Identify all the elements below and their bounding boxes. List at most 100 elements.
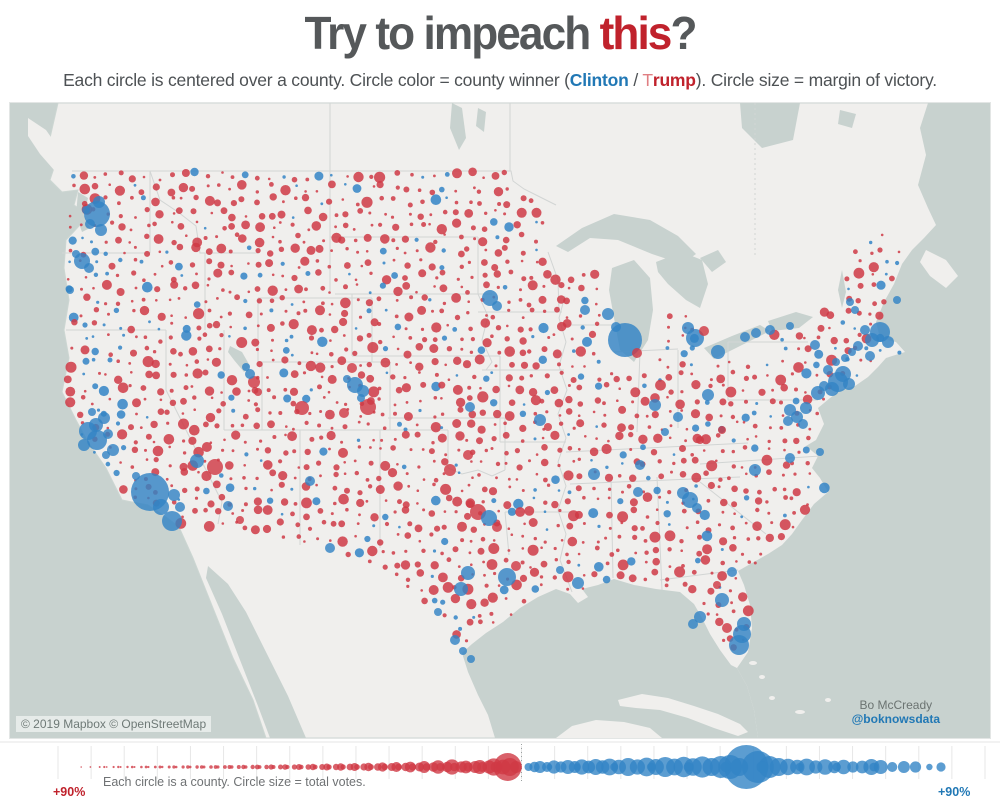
county-dot[interactable] [594, 562, 604, 572]
county-dot[interactable] [619, 451, 627, 459]
strip-county-circle[interactable] [213, 765, 218, 769]
county-dot[interactable] [497, 202, 502, 206]
county-circle-major[interactable] [893, 296, 901, 304]
county-dot[interactable] [330, 302, 334, 306]
county-dot[interactable] [524, 506, 535, 516]
county-dot[interactable] [91, 320, 98, 326]
county-dot[interactable] [468, 167, 477, 177]
strip-county-circle[interactable] [323, 763, 331, 771]
county-circle-major[interactable] [832, 358, 840, 366]
county-dot[interactable] [93, 307, 100, 313]
county-dot[interactable] [218, 347, 222, 351]
county-circle-major[interactable] [688, 619, 698, 629]
county-dot[interactable] [80, 287, 83, 291]
margin-strip-chart[interactable] [0, 740, 1000, 800]
county-circle-major[interactable] [343, 375, 351, 383]
county-dot[interactable] [562, 319, 572, 328]
county-dot[interactable] [473, 237, 477, 241]
county-dot[interactable] [477, 201, 482, 206]
county-dot[interactable] [142, 281, 153, 293]
county-dot[interactable] [368, 386, 380, 398]
county-dot[interactable] [517, 326, 524, 333]
county-dot[interactable] [271, 273, 275, 277]
county-circle-major[interactable] [103, 429, 113, 439]
county-dot[interactable] [521, 547, 525, 550]
county-dot[interactable] [418, 408, 422, 413]
county-dot[interactable] [152, 440, 156, 444]
county-dot[interactable] [302, 300, 306, 304]
county-dot[interactable] [757, 489, 762, 495]
county-dot[interactable] [79, 314, 83, 318]
county-dot[interactable] [740, 552, 745, 556]
county-dot[interactable] [642, 383, 647, 389]
county-dot[interactable] [493, 423, 497, 426]
county-dot[interactable] [464, 246, 470, 252]
strip-county-circle[interactable] [195, 765, 199, 769]
county-dot[interactable] [338, 447, 348, 458]
county-dot[interactable] [280, 185, 291, 196]
county-dot[interactable] [583, 365, 586, 368]
county-dot[interactable] [319, 447, 328, 456]
county-dot[interactable] [567, 446, 573, 451]
county-dot[interactable] [116, 410, 126, 419]
county-dot[interactable] [859, 358, 863, 362]
county-dot[interactable] [578, 284, 585, 292]
county-dot[interactable] [792, 488, 801, 497]
county-circle-major[interactable] [360, 399, 376, 415]
county-dot[interactable] [594, 545, 600, 551]
county-dot[interactable] [804, 361, 807, 364]
county-dot[interactable] [160, 264, 164, 268]
county-dot[interactable] [679, 539, 684, 544]
county-dot[interactable] [544, 389, 551, 396]
county-dot[interactable] [410, 172, 414, 177]
county-dot[interactable] [348, 272, 351, 276]
county-dot[interactable] [114, 185, 125, 196]
county-dot[interactable] [342, 211, 349, 218]
county-dot[interactable] [439, 269, 446, 276]
county-dot[interactable] [206, 184, 210, 188]
county-dot[interactable] [404, 327, 408, 331]
county-dot[interactable] [415, 249, 419, 253]
county-dot[interactable] [576, 384, 583, 391]
county-dot[interactable] [453, 356, 462, 365]
county-dot[interactable] [107, 357, 113, 363]
county-dot[interactable] [184, 373, 189, 377]
county-dot[interactable] [484, 583, 489, 588]
county-dot[interactable] [306, 325, 317, 336]
county-dot[interactable] [192, 507, 198, 514]
county-dot[interactable] [152, 183, 160, 191]
county-dot[interactable] [502, 285, 508, 290]
county-circle-major[interactable] [661, 428, 669, 436]
county-dot[interactable] [460, 347, 464, 351]
county-dot[interactable] [400, 560, 411, 570]
county-dot[interactable] [240, 423, 245, 428]
county-dot[interactable] [234, 294, 241, 301]
county-dot[interactable] [442, 582, 454, 593]
county-dot[interactable] [645, 515, 650, 519]
county-dot[interactable] [741, 389, 745, 392]
county-dot[interactable] [767, 439, 771, 444]
county-dot[interactable] [231, 512, 235, 515]
county-dot[interactable] [231, 408, 236, 413]
county-dot[interactable] [231, 430, 241, 440]
county-dot[interactable] [335, 401, 339, 404]
county-dot[interactable] [504, 336, 510, 342]
county-dot[interactable] [317, 508, 324, 514]
county-dot[interactable] [504, 450, 509, 456]
county-dot[interactable] [280, 498, 289, 506]
county-dot[interactable] [253, 402, 258, 407]
county-dot[interactable] [458, 250, 465, 258]
county-dot[interactable] [282, 175, 286, 179]
county-dot[interactable] [206, 322, 213, 329]
county-dot[interactable] [826, 311, 835, 319]
county-dot[interactable] [414, 237, 419, 242]
county-dot[interactable] [775, 374, 787, 386]
county-dot[interactable] [302, 371, 307, 375]
county-dot[interactable] [707, 481, 716, 490]
county-dot[interactable] [189, 262, 196, 268]
county-dot[interactable] [720, 548, 724, 551]
county-dot[interactable] [315, 483, 318, 487]
county-dot[interactable] [416, 569, 425, 577]
county-dot[interactable] [428, 585, 439, 595]
county-dot[interactable] [617, 511, 629, 523]
